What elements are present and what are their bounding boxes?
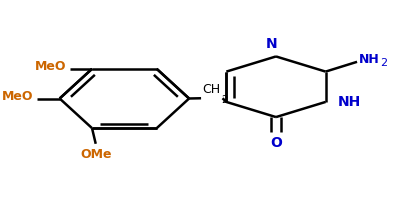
- Text: OMe: OMe: [80, 148, 111, 161]
- Text: 2: 2: [222, 95, 228, 105]
- Text: O: O: [270, 136, 282, 150]
- Text: CH: CH: [202, 83, 220, 96]
- Text: NH: NH: [359, 53, 380, 66]
- Text: MeO: MeO: [35, 60, 66, 73]
- Text: 2: 2: [380, 58, 387, 68]
- Text: MeO: MeO: [2, 90, 34, 103]
- Text: NH: NH: [337, 95, 361, 109]
- Text: N: N: [266, 37, 277, 51]
